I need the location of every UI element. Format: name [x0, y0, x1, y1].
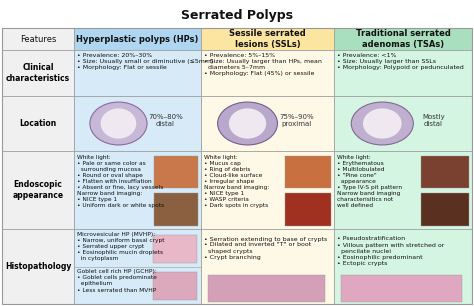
- Text: Features: Features: [20, 35, 56, 43]
- Ellipse shape: [229, 108, 266, 139]
- Text: Serrated Polyps: Serrated Polyps: [181, 9, 293, 23]
- Bar: [341, 274, 462, 302]
- Bar: [2, 96, 74, 151]
- Text: Traditional serrated
adenomas (TSAs): Traditional serrated adenomas (TSAs): [356, 29, 450, 49]
- Bar: [421, 193, 469, 226]
- Text: • Pseudostratification
• Villous pattern with stretched or
  pencilate nuclei
• : • Pseudostratification • Villous pattern…: [337, 237, 444, 266]
- Bar: [285, 156, 331, 188]
- Bar: [285, 193, 331, 226]
- Text: 75%–90%
proximal: 75%–90% proximal: [280, 114, 314, 127]
- Text: Microvesicular HP (MVHP):
• Narrow, uniform basal crypt
• Serrated upper crypt
•: Microvesicular HP (MVHP): • Narrow, unif…: [77, 232, 164, 261]
- Text: • Serration extending to base of crypts
• Dilated and inverted "T" or boot
  sha: • Serration extending to base of crypts …: [204, 237, 327, 259]
- Bar: [153, 235, 197, 263]
- Bar: [201, 96, 334, 151]
- Bar: [74, 151, 201, 229]
- Bar: [153, 272, 197, 300]
- Ellipse shape: [351, 102, 413, 145]
- Text: Hyperplastic polyps (HPs): Hyperplastic polyps (HPs): [76, 35, 199, 43]
- Bar: [208, 274, 325, 302]
- Text: Location: Location: [19, 119, 56, 128]
- Text: Sessile serrated
lesions (SSLs): Sessile serrated lesions (SSLs): [229, 29, 306, 49]
- Bar: [334, 50, 472, 96]
- Bar: [334, 96, 472, 151]
- Bar: [74, 28, 201, 50]
- Bar: [201, 229, 334, 304]
- Text: 70%–80%
distal: 70%–80% distal: [148, 114, 183, 127]
- Text: White light:
• Erythematous
• Multilobulated
• "Pine cone"
  appearance
• Type I: White light: • Erythematous • Multilobul…: [337, 155, 402, 208]
- Ellipse shape: [363, 108, 401, 139]
- Text: • Prevalence: 5%–15%
• Size: Usually larger than HPs, mean
  diameters 5–7mm
• M: • Prevalence: 5%–15% • Size: Usually lar…: [204, 53, 322, 76]
- Bar: [154, 156, 199, 188]
- Ellipse shape: [218, 102, 277, 145]
- Bar: [154, 193, 199, 226]
- Ellipse shape: [90, 102, 147, 145]
- Text: Goblet cell rich HP (GCHP):
• Goblet cells predominate
  epithelium
• Less serra: Goblet cell rich HP (GCHP): • Goblet cel…: [77, 270, 157, 293]
- Bar: [2, 50, 74, 96]
- Text: Endoscopic
appearance: Endoscopic appearance: [12, 180, 64, 200]
- Text: White light:
• Pale or same color as
  surrounding mucosa
• Round or oval shape
: White light: • Pale or same color as sur…: [77, 155, 164, 208]
- Text: • Prevalence: 20%–30%
• Size: Usually small or diminutive (≤5mm)
• Morphology: F: • Prevalence: 20%–30% • Size: Usually sm…: [77, 53, 213, 70]
- Bar: [201, 50, 334, 96]
- Bar: [74, 229, 201, 304]
- Bar: [334, 151, 472, 229]
- Bar: [201, 151, 334, 229]
- Ellipse shape: [100, 108, 136, 139]
- Bar: [2, 28, 74, 50]
- Text: White light:
• Mucus cap
• Ring of debris
• Cloud-like surface
• Irregular shape: White light: • Mucus cap • Ring of debri…: [204, 155, 269, 208]
- Bar: [201, 28, 334, 50]
- Bar: [2, 229, 74, 304]
- Bar: [334, 28, 472, 50]
- Bar: [421, 156, 469, 188]
- Bar: [74, 96, 201, 151]
- Text: Histopathology: Histopathology: [5, 262, 71, 271]
- Text: • Prevalence: <1%
• Size: Usually larger than SSLs
• Morphology: Polypoid or ped: • Prevalence: <1% • Size: Usually larger…: [337, 53, 464, 70]
- Text: Clinical
characteristics: Clinical characteristics: [6, 63, 70, 83]
- Bar: [334, 229, 472, 304]
- Bar: [74, 50, 201, 96]
- Text: Mostly
distal: Mostly distal: [422, 114, 445, 127]
- Bar: [2, 151, 74, 229]
